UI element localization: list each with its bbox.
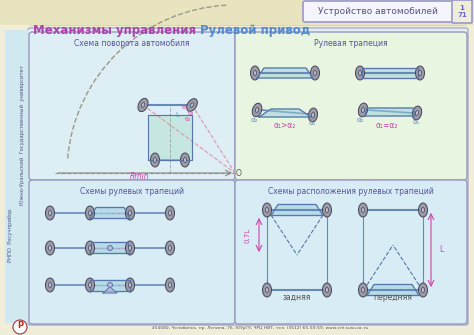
Ellipse shape xyxy=(358,283,367,297)
Ellipse shape xyxy=(89,211,91,215)
Ellipse shape xyxy=(46,206,55,220)
FancyBboxPatch shape xyxy=(235,32,467,180)
Ellipse shape xyxy=(48,211,52,215)
Ellipse shape xyxy=(250,66,259,80)
Ellipse shape xyxy=(126,206,135,220)
Ellipse shape xyxy=(165,206,174,220)
Ellipse shape xyxy=(168,211,172,215)
Text: θ₂: θ₂ xyxy=(188,111,194,116)
Text: Рулевая трапеция: Рулевая трапеция xyxy=(314,39,388,48)
Ellipse shape xyxy=(165,241,174,255)
Ellipse shape xyxy=(183,157,187,162)
Ellipse shape xyxy=(165,278,174,292)
FancyBboxPatch shape xyxy=(29,32,235,180)
Ellipse shape xyxy=(46,278,55,292)
Ellipse shape xyxy=(361,108,365,113)
Ellipse shape xyxy=(138,98,148,112)
Text: L: L xyxy=(439,246,443,255)
Text: задняя: задняя xyxy=(283,293,311,302)
Ellipse shape xyxy=(311,113,315,118)
Ellipse shape xyxy=(187,98,197,111)
Ellipse shape xyxy=(254,71,256,75)
Text: α₂: α₂ xyxy=(357,117,365,123)
Ellipse shape xyxy=(263,203,272,217)
Ellipse shape xyxy=(108,282,112,287)
Ellipse shape xyxy=(265,208,269,212)
Text: α₁: α₁ xyxy=(413,119,420,125)
Ellipse shape xyxy=(85,241,94,255)
Text: α₁=α₂: α₁=α₂ xyxy=(376,121,399,130)
Ellipse shape xyxy=(326,208,328,212)
Ellipse shape xyxy=(141,103,145,107)
Ellipse shape xyxy=(128,282,132,287)
Text: L: L xyxy=(175,112,179,118)
Ellipse shape xyxy=(419,71,421,75)
Ellipse shape xyxy=(89,246,91,251)
Text: θ₁: θ₁ xyxy=(182,105,188,110)
Ellipse shape xyxy=(310,66,319,80)
Text: Рулевой привод: Рулевой привод xyxy=(200,23,310,37)
Ellipse shape xyxy=(421,287,425,292)
Text: α₁>α₂: α₁>α₂ xyxy=(274,121,296,130)
Polygon shape xyxy=(362,68,418,78)
Ellipse shape xyxy=(419,203,428,217)
Text: 0.7L: 0.7L xyxy=(244,227,250,243)
Ellipse shape xyxy=(361,287,365,292)
Ellipse shape xyxy=(85,278,94,292)
Ellipse shape xyxy=(190,103,194,107)
Ellipse shape xyxy=(108,246,112,251)
Polygon shape xyxy=(271,204,323,215)
Text: α₁: α₁ xyxy=(309,120,316,126)
Text: Механизмы управления: Механизмы управления xyxy=(34,23,197,37)
Polygon shape xyxy=(365,108,415,116)
Polygon shape xyxy=(148,115,192,160)
Ellipse shape xyxy=(415,111,419,116)
Ellipse shape xyxy=(309,108,318,122)
FancyBboxPatch shape xyxy=(5,30,29,323)
Ellipse shape xyxy=(419,283,428,297)
Text: Схемы рулевых трапеций: Схемы рулевых трапеций xyxy=(80,187,184,196)
Ellipse shape xyxy=(181,153,190,167)
Ellipse shape xyxy=(128,246,132,251)
Text: O: O xyxy=(236,169,242,178)
Text: Схема поворота автомобиля: Схема поворота автомобиля xyxy=(74,39,190,48)
Ellipse shape xyxy=(416,66,425,80)
Polygon shape xyxy=(103,287,117,293)
Polygon shape xyxy=(90,279,130,290)
FancyBboxPatch shape xyxy=(235,180,467,324)
FancyBboxPatch shape xyxy=(0,0,474,25)
Ellipse shape xyxy=(265,287,269,292)
Text: α₂: α₂ xyxy=(251,117,258,123)
Polygon shape xyxy=(90,243,130,254)
Ellipse shape xyxy=(358,71,362,75)
Ellipse shape xyxy=(263,283,272,297)
Ellipse shape xyxy=(151,153,159,167)
Text: Южно-Уральский  Государственный  университет: Южно-Уральский Государственный университ… xyxy=(19,65,25,205)
Ellipse shape xyxy=(361,208,365,212)
Polygon shape xyxy=(90,207,130,218)
Ellipse shape xyxy=(48,246,52,251)
Text: Rmin: Rmin xyxy=(130,172,150,181)
Text: РНПО  Росучприбор: РНПО Росучприбор xyxy=(8,208,12,262)
Ellipse shape xyxy=(412,106,422,120)
Polygon shape xyxy=(259,109,311,117)
Ellipse shape xyxy=(128,211,132,215)
Text: Схемы расположения рулевых трапеций: Схемы расположения рулевых трапеций xyxy=(268,187,434,196)
Text: 454080, Челябинск, пр. Ленина, 76, ЮУрГУ, ЧРЦ НИТ, тел. (3512) 65-59-59, www.cri: 454080, Челябинск, пр. Ленина, 76, ЮУрГУ… xyxy=(152,326,368,330)
FancyBboxPatch shape xyxy=(28,28,468,325)
Text: 1
71: 1 71 xyxy=(457,5,467,18)
FancyBboxPatch shape xyxy=(452,0,472,23)
Ellipse shape xyxy=(322,283,331,297)
Ellipse shape xyxy=(252,103,262,117)
Ellipse shape xyxy=(421,208,425,212)
Ellipse shape xyxy=(356,66,365,80)
Ellipse shape xyxy=(85,206,94,220)
Polygon shape xyxy=(367,284,419,295)
Ellipse shape xyxy=(48,282,52,287)
Text: θ₀: θ₀ xyxy=(185,117,191,122)
Polygon shape xyxy=(257,68,313,78)
Ellipse shape xyxy=(126,278,135,292)
Ellipse shape xyxy=(313,71,317,75)
Text: Р: Р xyxy=(17,322,23,331)
